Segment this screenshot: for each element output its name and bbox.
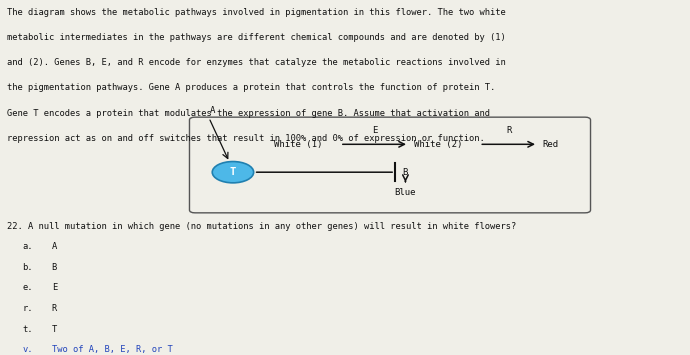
Text: T: T	[230, 167, 236, 177]
Text: B: B	[52, 263, 57, 272]
Circle shape	[213, 162, 254, 183]
FancyBboxPatch shape	[190, 117, 591, 213]
Text: repression act as on and off switches that result in 100% and 0% of expression o: repression act as on and off switches th…	[7, 134, 484, 143]
Text: Red: Red	[543, 140, 559, 149]
Text: T: T	[52, 324, 57, 334]
Text: Gene T encodes a protein that modulates the expression of gene B. Assume that ac: Gene T encodes a protein that modulates …	[7, 109, 490, 118]
Text: metabolic intermediates in the pathways are different chemical compounds and are: metabolic intermediates in the pathways …	[7, 33, 506, 42]
Text: 22. A null mutation in which gene (no mutations in any other genes) will result : 22. A null mutation in which gene (no mu…	[7, 222, 516, 231]
Text: B: B	[402, 168, 407, 177]
Text: R: R	[52, 304, 57, 313]
Text: White (2): White (2)	[414, 140, 462, 149]
Text: a.: a.	[22, 242, 32, 251]
Text: Two of A, B, E, R, or T: Two of A, B, E, R, or T	[52, 345, 172, 354]
Text: A: A	[52, 242, 57, 251]
Text: A: A	[210, 106, 215, 115]
Text: E: E	[372, 126, 377, 135]
Text: The diagram shows the metabolic pathways involved in pigmentation in this flower: The diagram shows the metabolic pathways…	[7, 8, 506, 17]
Text: White (1): White (1)	[275, 140, 323, 149]
Text: r.: r.	[22, 304, 32, 313]
Text: b.: b.	[22, 263, 32, 272]
Text: v.: v.	[22, 345, 32, 354]
Text: the pigmentation pathways. Gene A produces a protein that controls the function : the pigmentation pathways. Gene A produc…	[7, 83, 495, 92]
Text: E: E	[52, 283, 57, 293]
Text: Blue: Blue	[395, 187, 416, 197]
Text: R: R	[506, 126, 511, 135]
Text: and (2). Genes B, E, and R encode for enzymes that catalyze the metabolic reacti: and (2). Genes B, E, and R encode for en…	[7, 58, 506, 67]
Text: e.: e.	[22, 283, 32, 293]
Text: t.: t.	[22, 324, 32, 334]
